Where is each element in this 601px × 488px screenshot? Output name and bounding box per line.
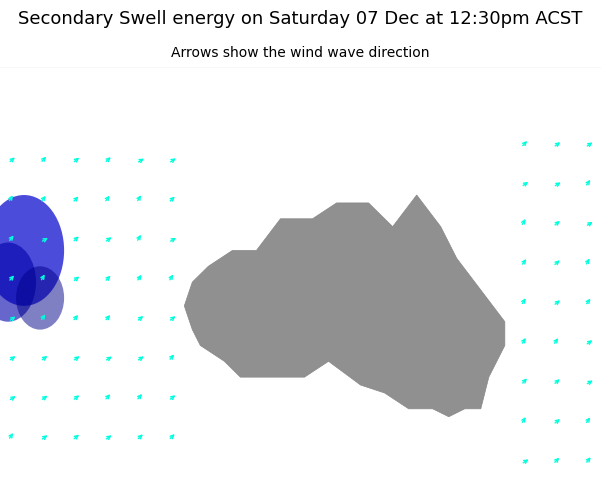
Ellipse shape: [0, 195, 64, 306]
Polygon shape: [185, 195, 505, 417]
Ellipse shape: [16, 266, 64, 329]
Text: Secondary Swell energy on Saturday 07 Dec at 12:30pm ACST: Secondary Swell energy on Saturday 07 De…: [18, 10, 583, 28]
Text: Arrows show the wind wave direction: Arrows show the wind wave direction: [171, 46, 430, 61]
Ellipse shape: [0, 243, 36, 322]
